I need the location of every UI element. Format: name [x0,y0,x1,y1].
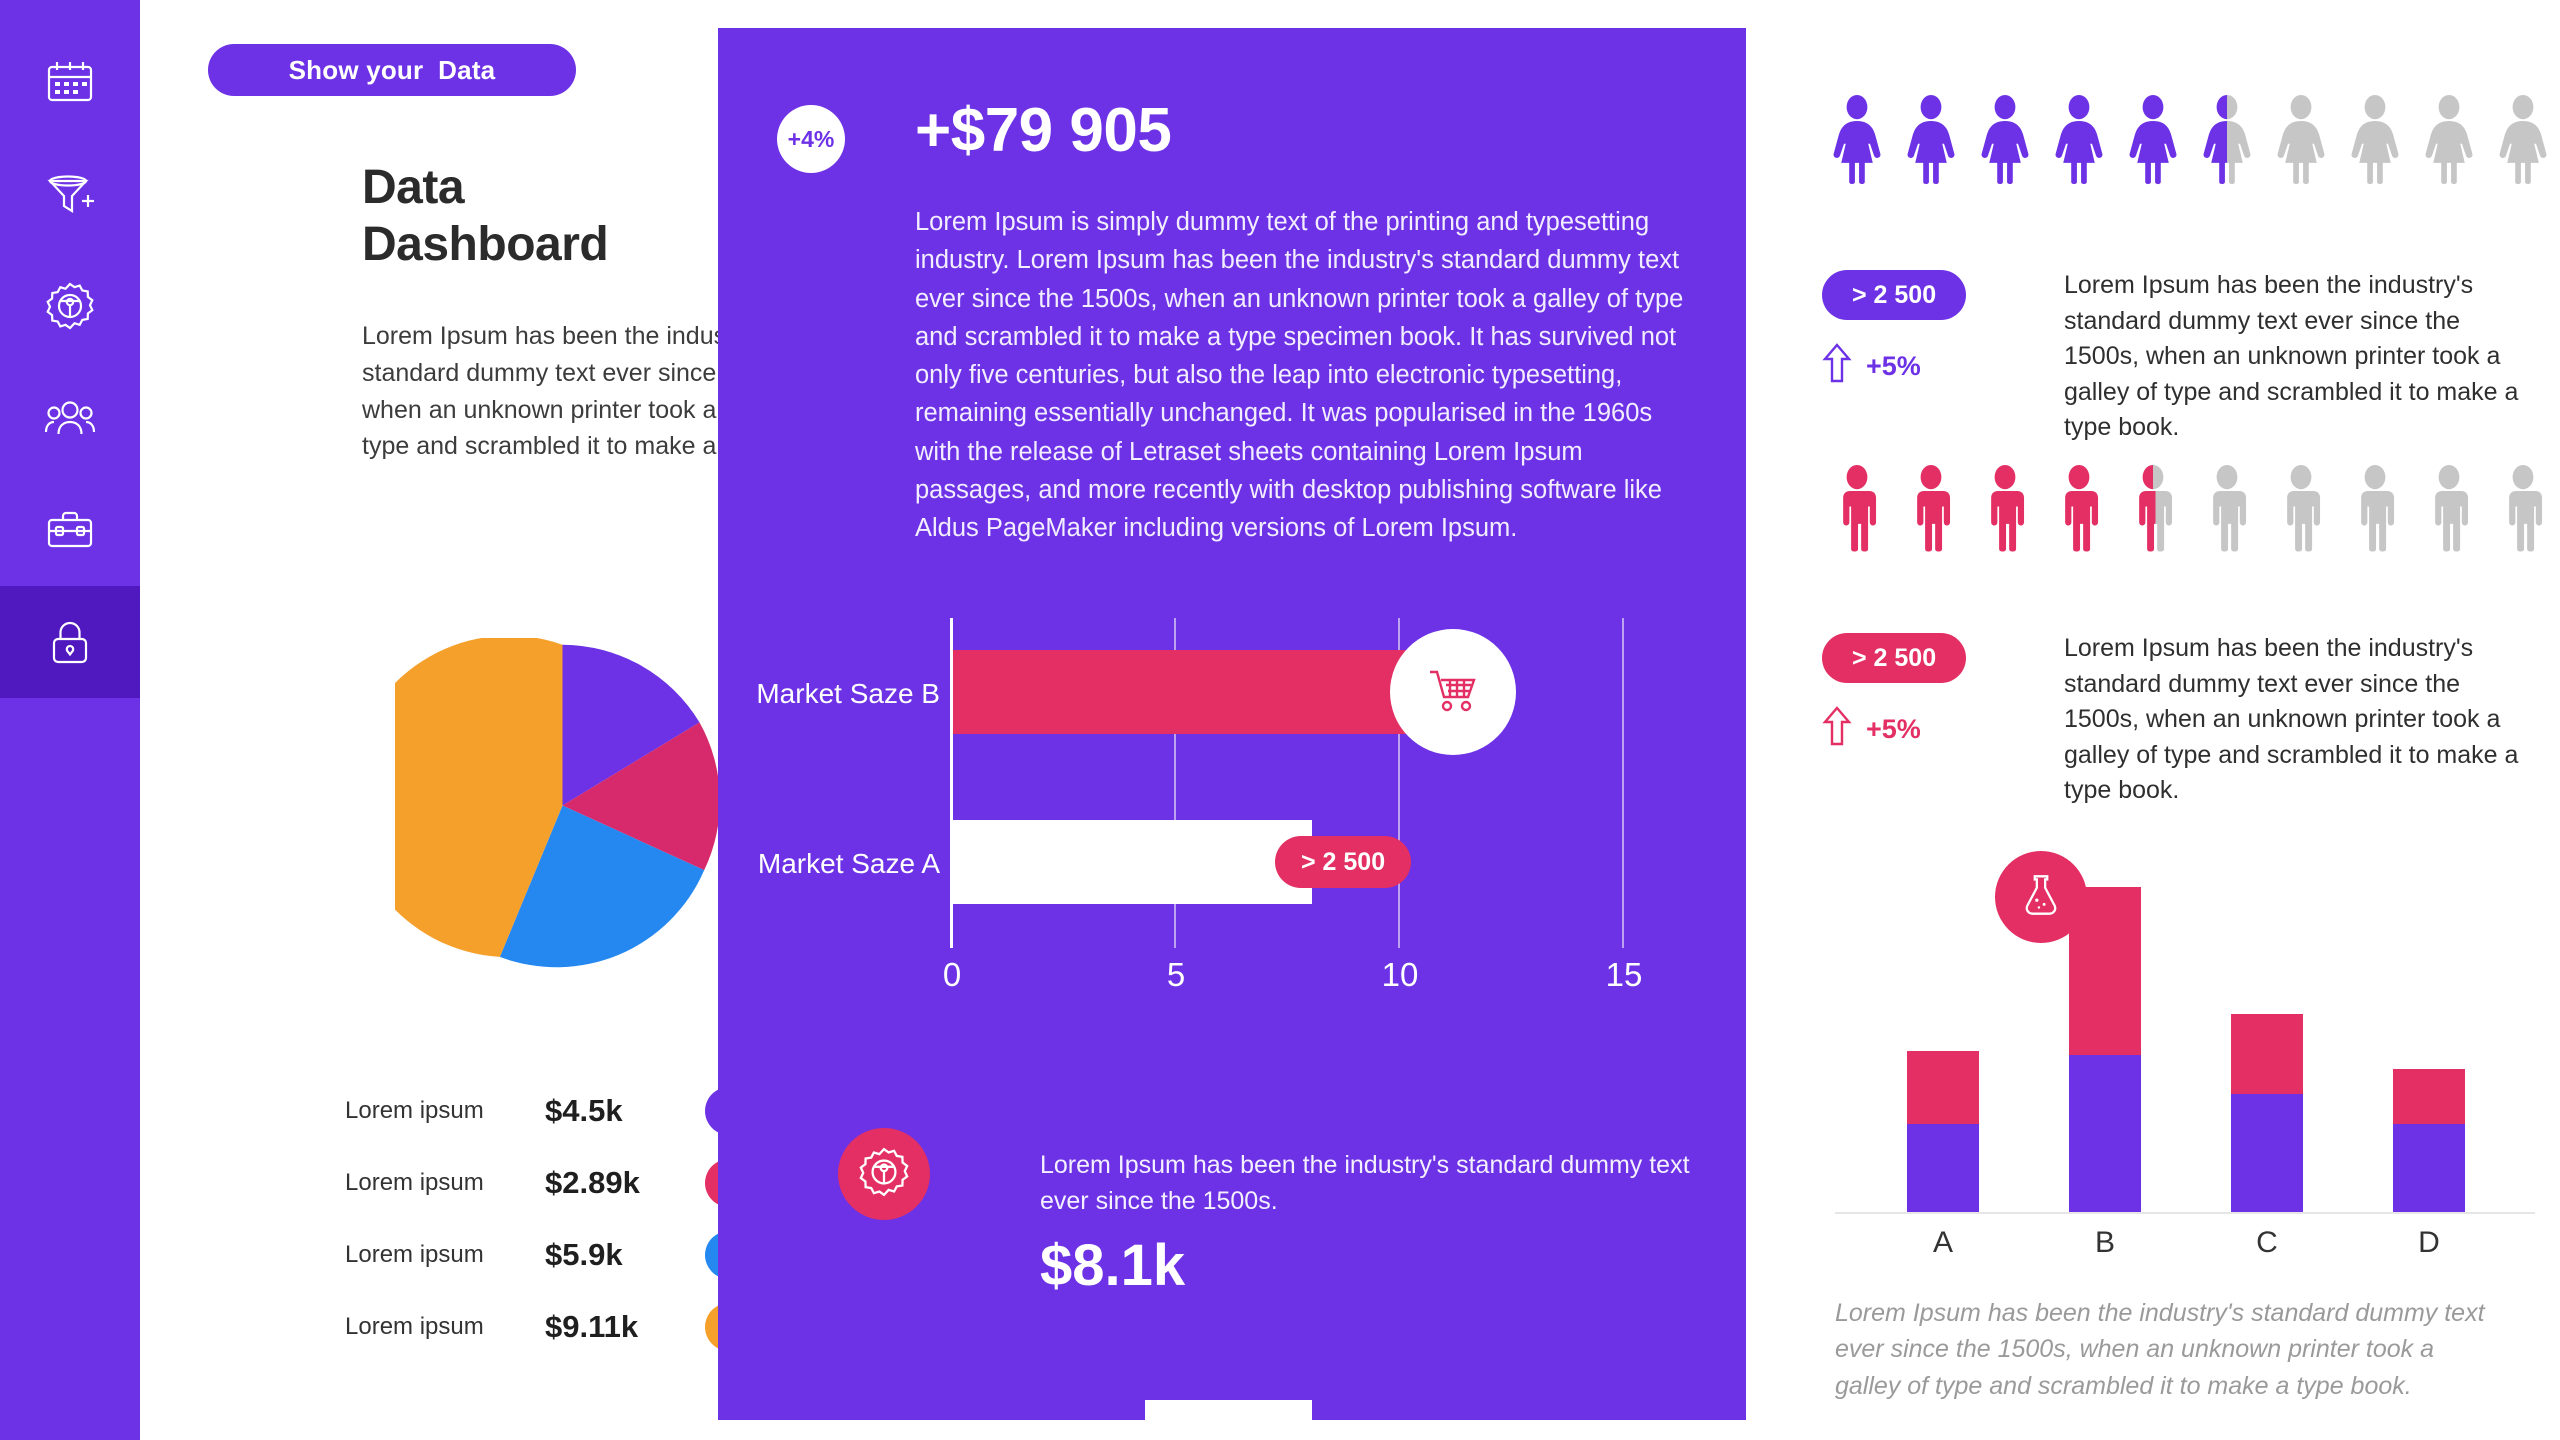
stacked-segment-lower [2393,1124,2465,1212]
filter-add-icon [44,168,96,220]
page-title-line1: Data [362,161,465,214]
lock-icon [44,616,96,668]
sidebar-item-briefcase[interactable] [0,474,140,586]
flask-icon [2014,868,2068,927]
left-panel: Show your Data Data Dashboard Lorem Ipsu… [140,0,840,1440]
shopping-cart-badge[interactable] [1390,629,1516,755]
center-note-value: $8.1k [1040,1233,1186,1298]
sidebar-item-users[interactable] [0,362,140,474]
sidebar [0,0,140,1440]
page-title-line2: Dashboard [362,217,609,271]
delta-male: +5% [1822,705,1921,754]
right-footer-caption: Lorem Ipsum has been the industry's stan… [1835,1299,2485,1400]
stacked-col-a [1907,1051,1979,1212]
settings-gear-icon [44,280,96,332]
status-badge-female: > 2 500 [1822,270,1967,320]
stacked-bar-chart: A B C D [1835,851,2535,1260]
stat-label: Lorem ipsum [345,1169,484,1196]
calendar-icon [44,56,96,108]
gridline-15 [1622,618,1624,948]
stat-value: $2.89k [545,1165,640,1200]
gridline-10 [1398,618,1400,948]
stacked-segment-lower [1907,1124,1979,1212]
stacked-segment-upper [2393,1069,2465,1124]
stat-label: Lorem ipsum [345,1241,484,1268]
xtick-10: 10 [1381,956,1419,993]
stacked-segment-upper [1907,1051,1979,1124]
stacked-col-d [2393,1069,2465,1212]
market-size-bar-chart: Market Saze B Market Saze A > 2 500 0 5 … [756,608,1720,1018]
status-badge-male: > 2 500 [1822,633,1967,683]
stacked-label-d: D [2418,1226,2440,1259]
show-data-button[interactable]: Show your Data [208,44,576,96]
stacked-col-c [2231,1014,2303,1212]
right-panel: > 2 500 +5% Lorem Ipsum has been the ind… [1790,0,2560,1440]
pie-slice-3 [499,805,705,968]
gear-icon [857,1145,911,1204]
stacked-col-b [2069,887,2141,1212]
gear-badge[interactable] [838,1128,930,1220]
delta-female: +5% [1822,342,1921,391]
stacked-label-b: B [2094,1226,2115,1259]
page-title: Data Dashboard [362,160,692,273]
arrow-up-icon [1822,705,1852,754]
pie-chart-svg [395,638,720,968]
center-description: Lorem Ipsum is simply dummy text of the … [915,208,1684,542]
xtick-15: 15 [1605,956,1643,993]
bar-value-pill: > 2 500 [1275,836,1412,888]
users-group-icon [44,392,96,444]
kpi-value: +$79 905 [915,96,1172,165]
bar-market-saze-b [953,650,1437,734]
pie-slice-2 [562,722,720,871]
delta-male-value: +5% [1866,714,1921,744]
pie-slice-1 [562,644,700,806]
stat-label: Lorem ipsum [345,1313,484,1340]
stacked-segment-lower [2069,1055,2141,1212]
gridline-0 [950,618,952,948]
sidebar-item-settings[interactable] [0,250,140,362]
delta-female-value: +5% [1866,351,1921,381]
briefcase-icon [44,504,96,556]
kpi-delta-badge: +4% [777,105,845,173]
stat-value: $5.9k [545,1237,623,1272]
sidebar-item-filter[interactable] [0,138,140,250]
gridline-5 [1174,618,1176,948]
panel-bottom-notch [1145,1400,1312,1440]
stacked-segment-upper [2069,887,2141,1055]
bar-label-b: Market Saze B [756,678,940,709]
bar-label-a: Market Saze A [757,848,940,879]
arrow-up-icon [1822,342,1852,391]
stat-label: Lorem ipsum [345,1097,484,1124]
pie-slice-4 [395,638,563,957]
sidebar-item-calendar[interactable] [0,26,140,138]
sidebar-item-security[interactable] [0,586,140,698]
description-male: Lorem Ipsum has been the industry's stan… [2064,634,2519,804]
shopping-cart-icon [1424,661,1482,724]
xtick-5: 5 [1166,956,1186,993]
pie-chart [395,638,730,973]
stacked-segment-upper [2231,1014,2303,1094]
stacked-label-c: C [2256,1226,2278,1259]
center-note-text: Lorem Ipsum has been the industry's stan… [1040,1151,1690,1215]
stat-value: $9.11k [545,1309,639,1344]
stacked-label-a: A [1932,1226,1953,1259]
description-female: Lorem Ipsum has been the industry's stan… [2064,271,2519,441]
stat-value: $4.5k [545,1093,623,1128]
xtick-0: 0 [942,956,962,993]
chart-baseline [1835,1212,2535,1214]
bar-market-saze-a [953,820,1312,904]
stacked-segment-lower [2231,1094,2303,1212]
